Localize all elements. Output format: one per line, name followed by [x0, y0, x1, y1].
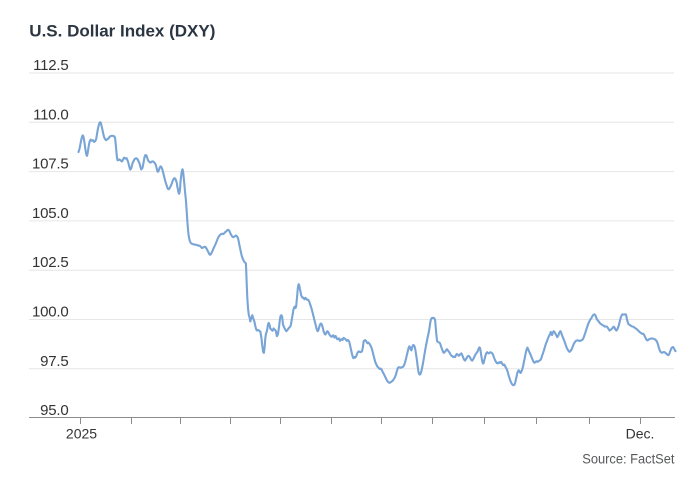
svg-text:Dec.: Dec. [626, 426, 655, 442]
svg-text:Source: FactSet: Source: FactSet [582, 451, 675, 467]
svg-text:105.0: 105.0 [32, 205, 69, 222]
svg-text:97.5: 97.5 [40, 353, 68, 370]
svg-text:U.S. Dollar Index (DXY): U.S. Dollar Index (DXY) [29, 21, 215, 40]
svg-text:110.0: 110.0 [33, 106, 68, 123]
svg-text:2025: 2025 [66, 426, 97, 442]
svg-text:95.0: 95.0 [40, 402, 68, 419]
svg-text:107.5: 107.5 [32, 156, 69, 173]
svg-text:102.5: 102.5 [32, 254, 69, 271]
svg-text:100.0: 100.0 [32, 304, 69, 321]
svg-text:112.5: 112.5 [33, 57, 68, 74]
